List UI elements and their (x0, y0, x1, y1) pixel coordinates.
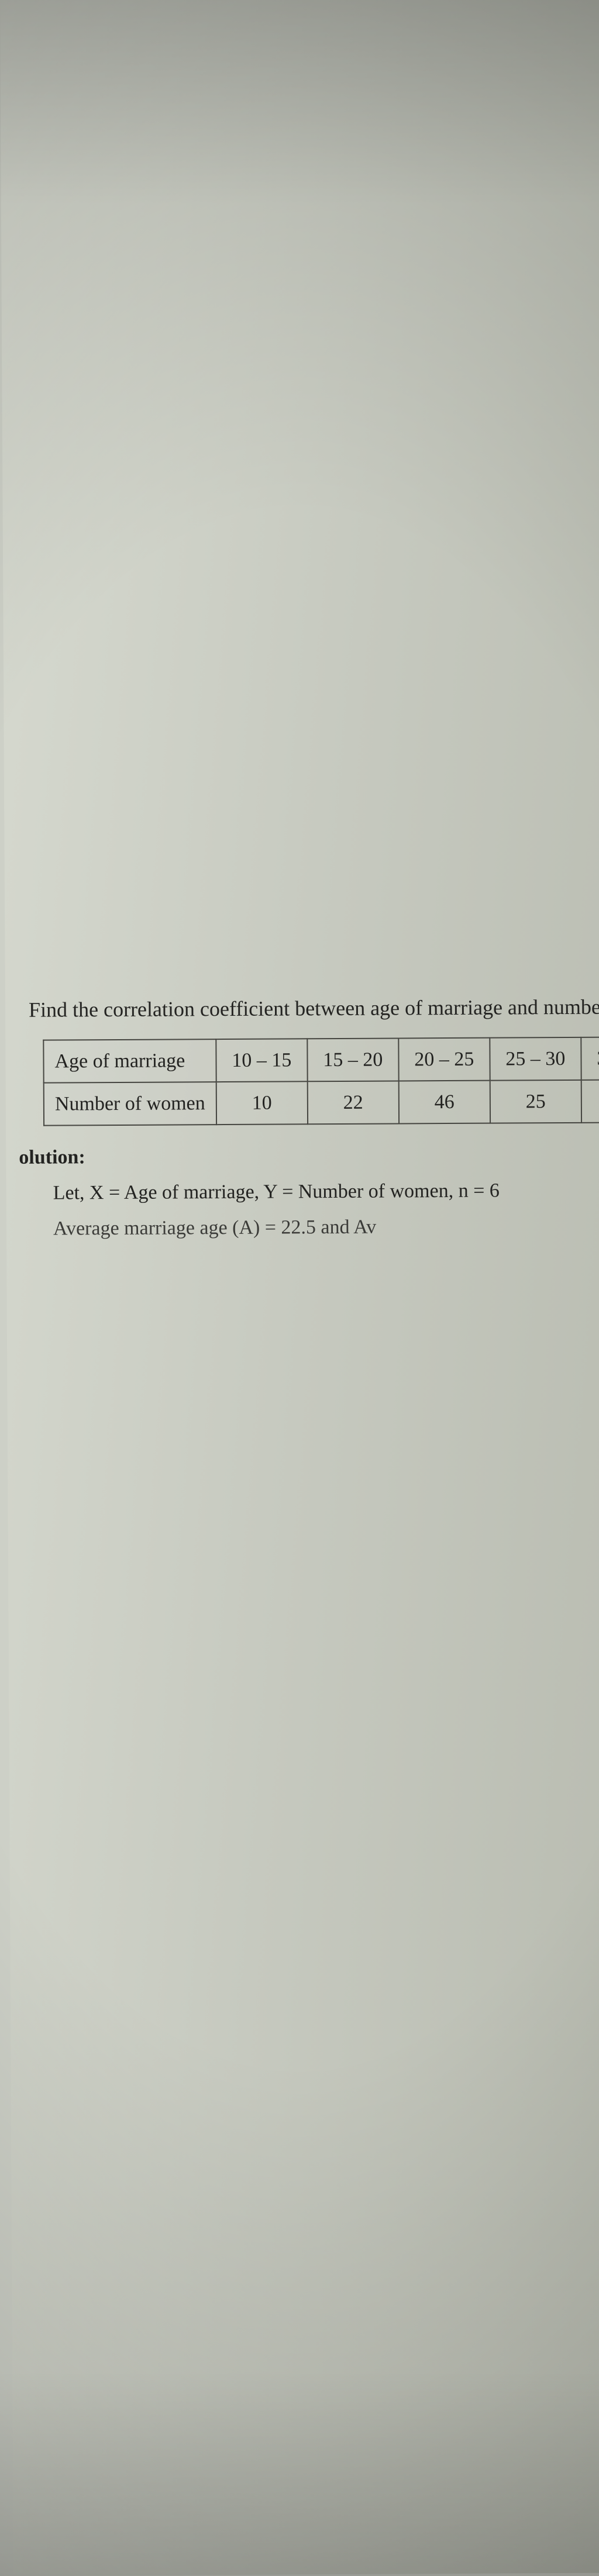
age-cell: 10 – 15 (216, 1039, 307, 1082)
row-label-count: Number of women (44, 1082, 216, 1126)
table-row: Number of women 10 22 46 25 5 2 (44, 1079, 599, 1125)
average-line: Average marriage age (A) = 22.5 and Av (53, 1206, 599, 1243)
count-cell: 5 (581, 1080, 599, 1123)
age-cell: 20 – 25 (398, 1038, 490, 1081)
data-table: Age of marriage 10 – 15 15 – 20 20 – 25 … (43, 1036, 599, 1126)
let-text: Let, X = Age of marriage, Y = Number of … (53, 1180, 490, 1204)
solution-heading: olution: (19, 1134, 599, 1173)
page-content: Find the correlation coefficient between… (29, 986, 599, 1244)
n-value: 6 (490, 1180, 500, 1202)
count-cell: 25 (490, 1080, 581, 1123)
age-cell: 30 – 35 (581, 1037, 599, 1080)
count-cell: 10 (216, 1081, 308, 1125)
row-label-age: Age of marriage (43, 1039, 216, 1083)
question-prompt: Find the correlation coefficient between… (29, 986, 599, 1026)
count-cell: 22 (308, 1081, 399, 1124)
scanned-page: Find the correlation coefficient between… (0, 0, 599, 2576)
age-cell: 25 – 30 (490, 1037, 581, 1081)
count-cell: 46 (399, 1081, 490, 1124)
let-line: Let, X = Age of marriage, Y = Number of … (53, 1170, 599, 1208)
table-row: Age of marriage 10 – 15 15 – 20 20 – 25 … (43, 1036, 599, 1082)
age-cell: 15 – 20 (307, 1038, 398, 1081)
